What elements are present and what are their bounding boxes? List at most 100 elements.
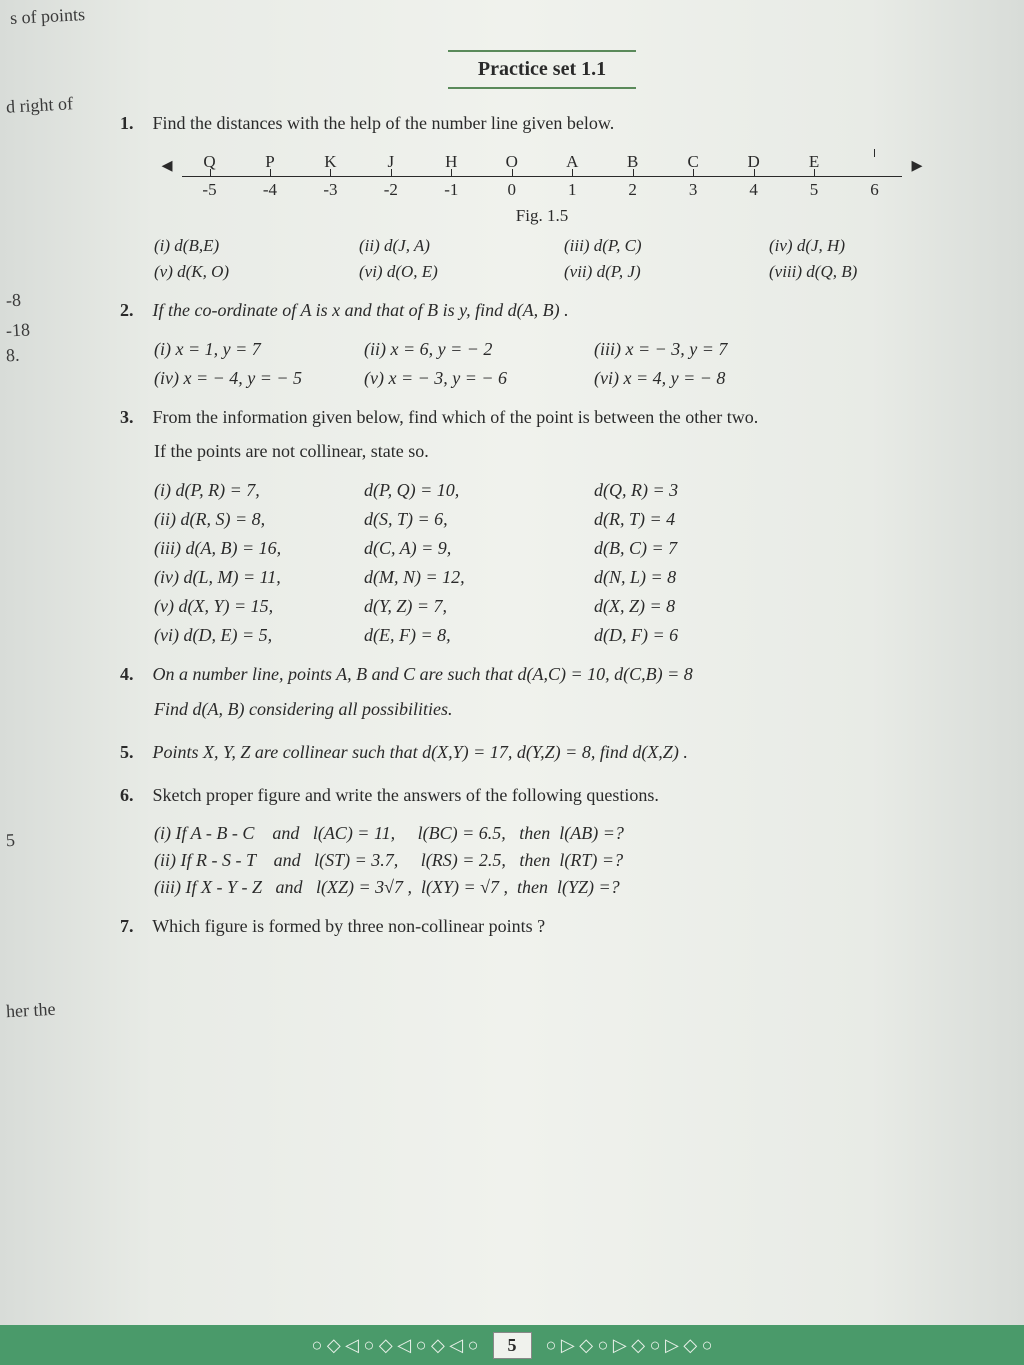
q2-opt: (ii) x = 6, y = − 2 xyxy=(364,339,584,360)
question-6: 6. Sketch proper figure and write the an… xyxy=(120,781,964,810)
question-7: 7. Which figure is formed by three non-c… xyxy=(120,912,964,941)
question-4: 4. On a number line, points A, B and C a… xyxy=(120,660,964,724)
q1-opt: (vi) d(O, E) xyxy=(359,262,554,282)
q5-text: Points X, Y, Z are collinear such that d… xyxy=(153,742,688,762)
q1-options: (i) d(B,E) (ii) d(J, A) (iii) d(P, C) (iv) … xyxy=(154,236,964,282)
nl-label: D xyxy=(726,152,781,172)
q2-num: 2. xyxy=(120,296,148,325)
q3-num: 3. xyxy=(120,403,148,432)
page-number: 5 xyxy=(493,1332,532,1359)
q2-opt: (vi) x = 4, y = − 8 xyxy=(594,368,814,389)
q3-cell: d(X, Z) = 8 xyxy=(594,596,814,617)
q3-cell: d(B, C) = 7 xyxy=(594,538,814,559)
nl-label: E xyxy=(787,152,842,172)
q1-num: 1. xyxy=(120,109,148,138)
q3-cell: (v) d(X, Y) = 15, xyxy=(154,596,354,617)
q3-cell: (i) d(P, R) = 7, xyxy=(154,480,354,501)
nl-num: -2 xyxy=(363,180,418,200)
edge-l2: -8 xyxy=(5,290,21,312)
q3-cell: (iv) d(L, M) = 11, xyxy=(154,567,354,588)
edge-l4: 8. xyxy=(5,345,20,367)
nl-label: A xyxy=(545,152,600,172)
nl-num: -3 xyxy=(303,180,358,200)
q3-cell: d(N, L) = 8 xyxy=(594,567,814,588)
q3-cell: (iii) d(A, B) = 16, xyxy=(154,538,354,559)
q1-opt: (iv) d(J, H) xyxy=(769,236,964,256)
q3-cell: d(Y, Z) = 7, xyxy=(364,596,584,617)
q2-options: (i) x = 1, y = 7 (ii) x = 6, y = − 2 (iii)… xyxy=(154,339,964,389)
q1-opt: (i) d(B,E) xyxy=(154,236,349,256)
edge-top: s of points xyxy=(10,4,86,29)
q3-cell: d(P, Q) = 10, xyxy=(364,480,584,501)
q5-num: 5. xyxy=(120,738,148,767)
nl-label: C xyxy=(666,152,721,172)
nl-num: 2 xyxy=(605,180,660,200)
page: s of points d right of -8 -18 8. 5 her t… xyxy=(0,0,1024,1365)
q7-num: 7. xyxy=(120,912,148,941)
q2-opt: (i) x = 1, y = 7 xyxy=(154,339,354,360)
nl-label: J xyxy=(363,152,418,172)
q4-l1: On a number line, points A, B and C are … xyxy=(153,664,693,684)
question-1: 1. Find the distances with the help of t… xyxy=(120,109,964,138)
q3-cell: d(R, T) = 4 xyxy=(594,509,814,530)
title: Practice set 1.1 xyxy=(448,50,636,89)
q6-row: (ii) If R - S - T and l(ST) = 3.7, l(RS)… xyxy=(154,850,964,871)
arrow-left-icon: ◂ xyxy=(152,152,182,178)
q2-text: If the co-ordinate of A is x and that of… xyxy=(153,300,569,320)
q3-cell: d(S, T) = 6, xyxy=(364,509,584,530)
q4-num: 4. xyxy=(120,660,148,689)
edge-l3: -18 xyxy=(5,319,30,341)
edge-left1: d right of xyxy=(5,93,73,117)
question-3: 3. From the information given below, fin… xyxy=(120,403,964,467)
q4-l2: Find d(A, B) considering all possibiliti… xyxy=(154,695,964,724)
nl-label: O xyxy=(484,152,539,172)
q1-opt: (viii) d(Q, B) xyxy=(769,262,964,282)
fig-caption: Fig. 1.5 xyxy=(120,206,964,226)
nl-label: K xyxy=(303,152,358,172)
q3-text: From the information given below, find w… xyxy=(153,407,759,427)
q7-text: Which figure is formed by three non-coll… xyxy=(152,916,545,936)
question-5: 5. Points X, Y, Z are collinear such tha… xyxy=(120,738,964,767)
nl-label: Q xyxy=(182,152,237,172)
q3-sub: If the points are not collinear, state s… xyxy=(154,437,964,466)
q2-opt: (v) x = − 3, y = − 6 xyxy=(364,368,584,389)
q3-cell: d(C, A) = 9, xyxy=(364,538,584,559)
nl-num: 0 xyxy=(484,180,539,200)
footer-shapes-right: ○ ▷ ◇ ○ ▷ ◇ ○ ▷ ◇ ○ xyxy=(546,1335,713,1356)
nl-num: 5 xyxy=(787,180,842,200)
q6-row: (iii) If X - Y - Z and l(XZ) = 3√7 , l(X… xyxy=(154,877,964,898)
q6-rows: (i) If A - B - C and l(AC) = 11, l(BC) =… xyxy=(120,823,964,898)
q3-cell: d(M, N) = 12, xyxy=(364,567,584,588)
footer-shapes-left: ○ ◇ ◁ ○ ◇ ◁ ○ ◇ ◁ ○ xyxy=(311,1335,478,1356)
q2-opt: (iv) x = − 4, y = − 5 xyxy=(154,368,354,389)
q2-opt: (iii) x = − 3, y = 7 xyxy=(594,339,814,360)
q6-row: (i) If A - B - C and l(AC) = 11, l(BC) =… xyxy=(154,823,964,844)
number-line: ◂ QPKJHOABCDE ▸ -5-4-3-2-10123456 xyxy=(152,152,932,200)
q3-cell: (ii) d(R, S) = 8, xyxy=(154,509,354,530)
q1-opt: (v) d(K, O) xyxy=(154,262,349,282)
nl-num: 4 xyxy=(726,180,781,200)
edge-l6: her the xyxy=(5,999,56,1023)
q3-cell: d(Q, R) = 3 xyxy=(594,480,814,501)
q3-cell: (vi) d(D, E) = 5, xyxy=(154,625,354,646)
edge-l5: 5 xyxy=(5,830,15,851)
q6-text: Sketch proper figure and write the answe… xyxy=(153,785,659,805)
nl-num: -4 xyxy=(242,180,297,200)
nl-label: B xyxy=(605,152,660,172)
nl-num: 1 xyxy=(545,180,600,200)
nl-num: 3 xyxy=(666,180,721,200)
arrow-right-icon: ▸ xyxy=(902,152,932,178)
footer-bar: ○ ◇ ◁ ○ ◇ ◁ ○ ◇ ◁ ○ 5 ○ ▷ ◇ ○ ▷ ◇ ○ ▷ ◇ … xyxy=(0,1325,1024,1365)
nl-label: H xyxy=(424,152,479,172)
title-banner: Practice set 1.1 xyxy=(120,50,964,89)
nl-num: 6 xyxy=(847,180,902,200)
nl-num: -1 xyxy=(424,180,479,200)
q3-rows: (i) d(P, R) = 7, d(P, Q) = 10, d(Q, R) = 3… xyxy=(154,480,964,646)
q1-opt: (ii) d(J, A) xyxy=(359,236,554,256)
question-2: 2. If the co-ordinate of A is x and that… xyxy=(120,296,964,325)
q1-opt: (vii) d(P, J) xyxy=(564,262,759,282)
nl-num: -5 xyxy=(182,180,237,200)
q1-opt: (iii) d(P, C) xyxy=(564,236,759,256)
q3-cell: d(D, F) = 6 xyxy=(594,625,814,646)
q3-cell: d(E, F) = 8, xyxy=(364,625,584,646)
